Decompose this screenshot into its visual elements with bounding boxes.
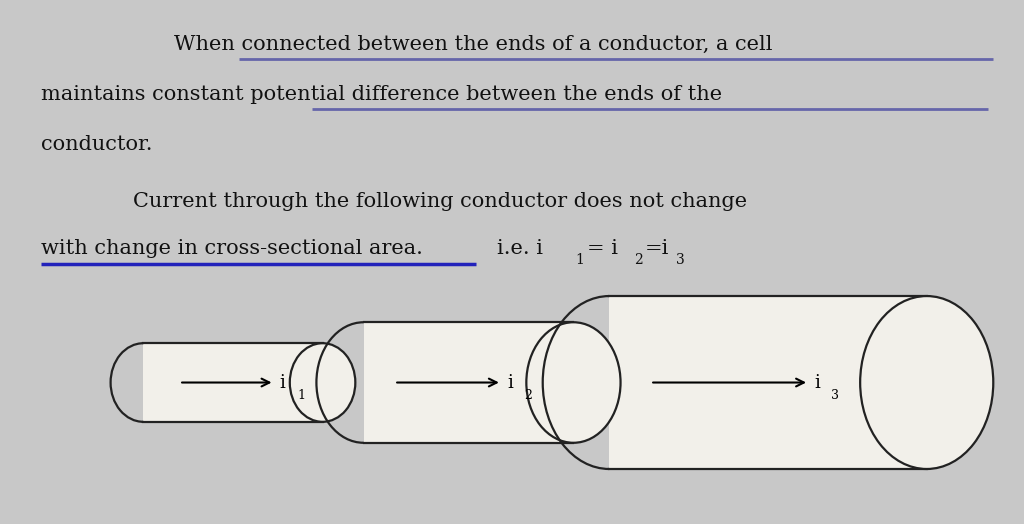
Text: 3: 3 [676,254,685,267]
Text: 1: 1 [297,389,305,402]
Text: =i: =i [645,239,670,258]
Text: maintains constant potential difference between the ends of the: maintains constant potential difference … [41,85,722,104]
Ellipse shape [860,296,993,469]
Text: i: i [280,374,286,391]
Ellipse shape [290,343,355,422]
Bar [364,322,573,443]
Text: with change in cross-sectional area.: with change in cross-sectional area. [41,239,423,258]
Bar [143,343,323,422]
Text: i.e. i: i.e. i [497,239,543,258]
Bar [609,296,927,469]
Text: 2: 2 [634,254,643,267]
Text: i: i [814,374,820,391]
Text: conductor.: conductor. [41,135,153,154]
Ellipse shape [526,322,621,443]
Text: 3: 3 [831,389,840,402]
Text: = i: = i [587,239,617,258]
Text: When connected between the ends of a conductor, a cell: When connected between the ends of a con… [174,35,772,54]
Text: 1: 1 [575,254,585,267]
Text: i: i [507,374,513,391]
Text: Current through the following conductor does not change: Current through the following conductor … [133,192,748,211]
Text: 2: 2 [524,389,532,402]
